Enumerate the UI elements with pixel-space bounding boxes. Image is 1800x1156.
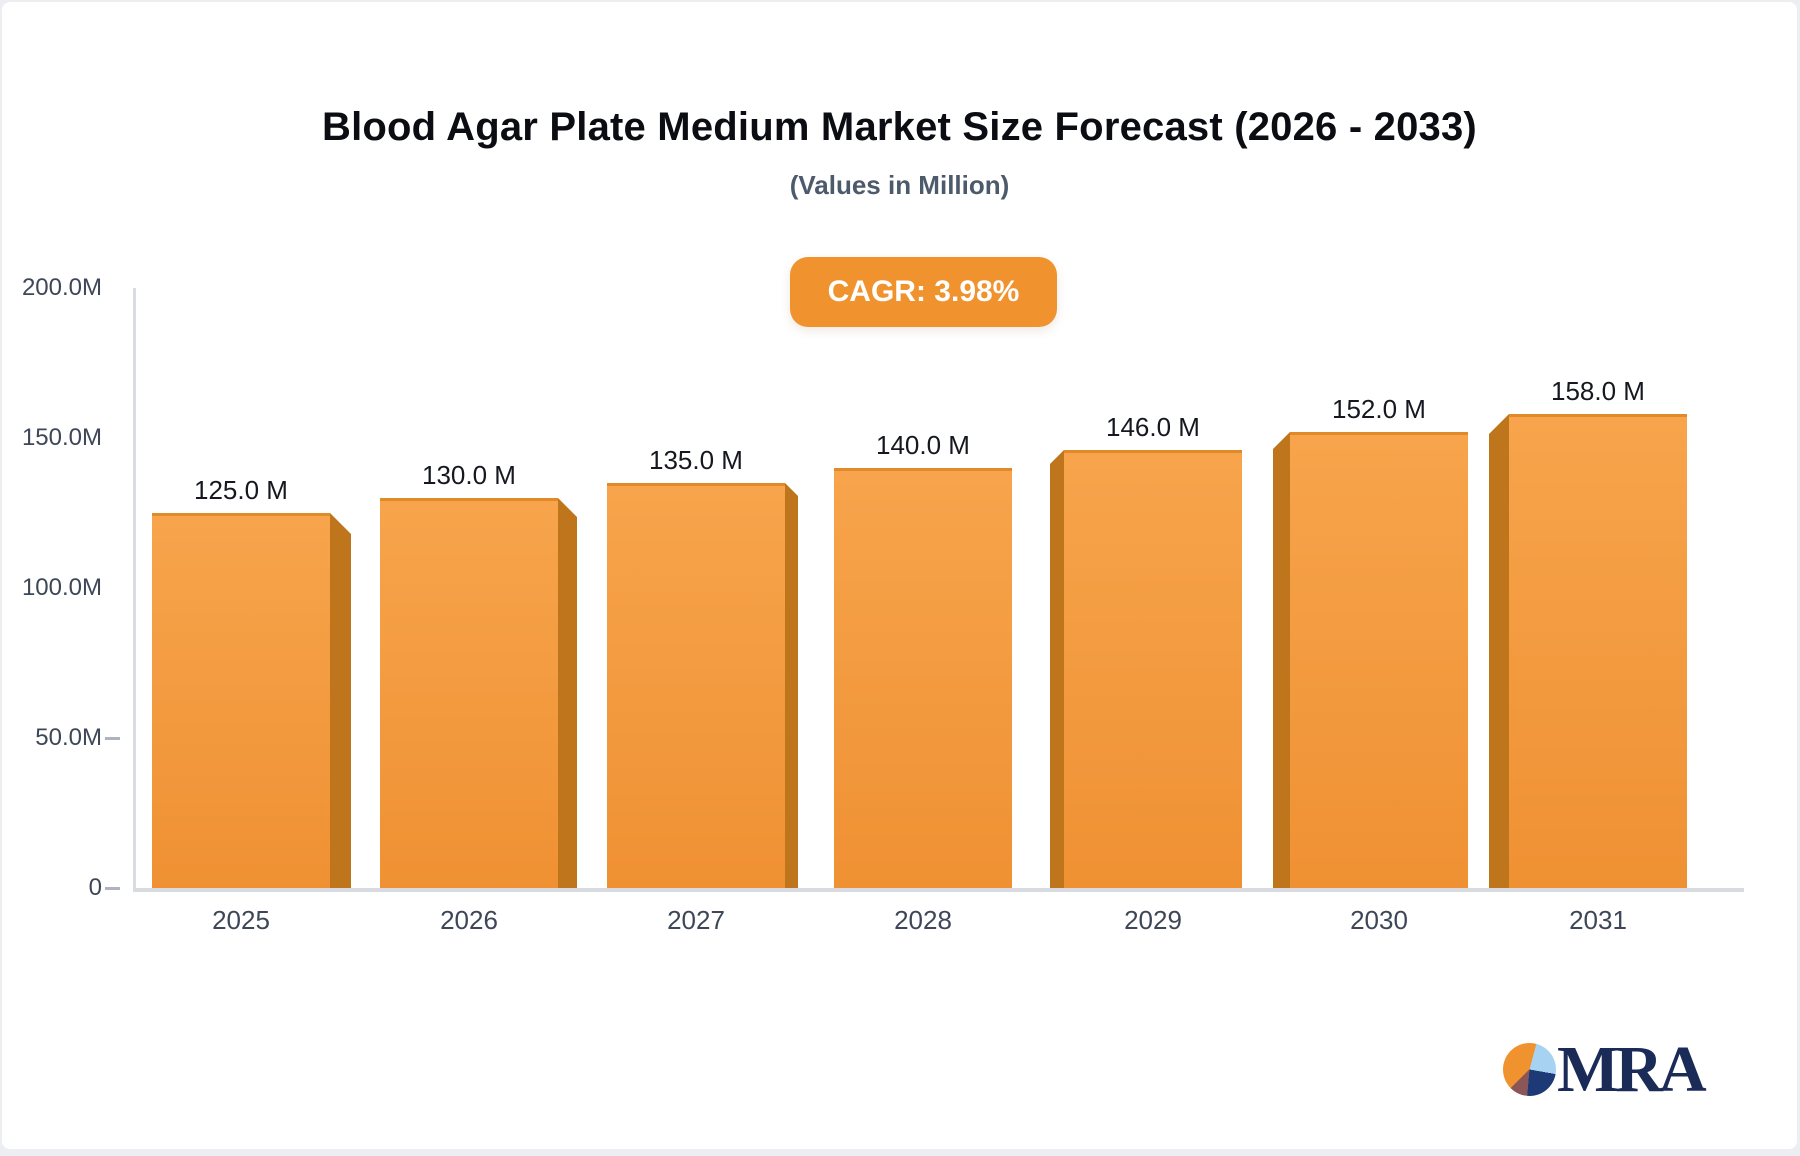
bar-front-face	[1509, 414, 1687, 888]
y-axis-tick-label: 50.0M	[35, 724, 102, 751]
bar	[607, 483, 798, 888]
x-axis-tick-label: 2026	[440, 905, 498, 935]
bar-value-label: 158.0 M	[1551, 376, 1645, 406]
x-axis-tick-label: 2025	[212, 905, 270, 935]
y-axis-line	[133, 288, 136, 891]
x-axis-line	[133, 888, 1744, 892]
bar-side-face	[785, 483, 798, 888]
x-axis-tick-label: 2029	[1124, 905, 1182, 935]
bar-side-face	[1273, 432, 1290, 888]
y-axis-tick-mark	[105, 737, 120, 740]
bar-value-label: 146.0 M	[1106, 412, 1200, 442]
bar-value-label: 130.0 M	[422, 460, 516, 490]
pie-chart-icon	[1503, 1043, 1556, 1096]
mra-logo-text: MRA	[1557, 1033, 1707, 1106]
bar	[380, 498, 577, 888]
x-axis-tick-label: 2028	[894, 905, 952, 935]
mra-logo: MRA	[1503, 1033, 1707, 1106]
bar-value-label: 140.0 M	[876, 430, 970, 460]
chart-subtitle: (Values in Million)	[789, 170, 1010, 200]
bar-value-label: 125.0 M	[194, 475, 288, 505]
bar-front-face	[380, 498, 558, 888]
chart-title: Blood Agar Plate Medium Market Size Fore…	[322, 105, 1477, 149]
bar	[834, 468, 1012, 888]
bar-value-label: 135.0 M	[649, 445, 743, 475]
cagr-badge: CAGR: 3.98%	[790, 257, 1057, 327]
bar	[1273, 432, 1468, 888]
bar-front-face	[1290, 432, 1468, 888]
y-axis-tick-label: 200.0M	[21, 274, 102, 301]
bar	[1050, 450, 1242, 888]
y-axis-tick-mark	[105, 887, 120, 890]
x-axis-tick-label: 2030	[1350, 905, 1408, 935]
bar-side-face	[1489, 414, 1509, 888]
y-axis-tick-label: 0	[88, 874, 102, 901]
bar-side-face	[330, 513, 351, 888]
bar-front-face	[607, 483, 785, 888]
x-axis-tick-label: 2027	[667, 905, 725, 935]
y-axis-tick-label: 150.0M	[21, 424, 102, 451]
bar-side-face	[558, 498, 577, 888]
x-axis-tick-label: 2031	[1569, 905, 1627, 935]
bar-front-face	[152, 513, 330, 888]
bar	[1489, 414, 1687, 888]
bar	[152, 513, 351, 888]
bar-side-face	[1050, 450, 1064, 888]
bar-front-face	[1064, 450, 1242, 888]
bar-value-label: 152.0 M	[1332, 394, 1426, 424]
bar-front-face	[834, 468, 1012, 888]
y-axis-tick-label: 100.0M	[21, 574, 102, 601]
